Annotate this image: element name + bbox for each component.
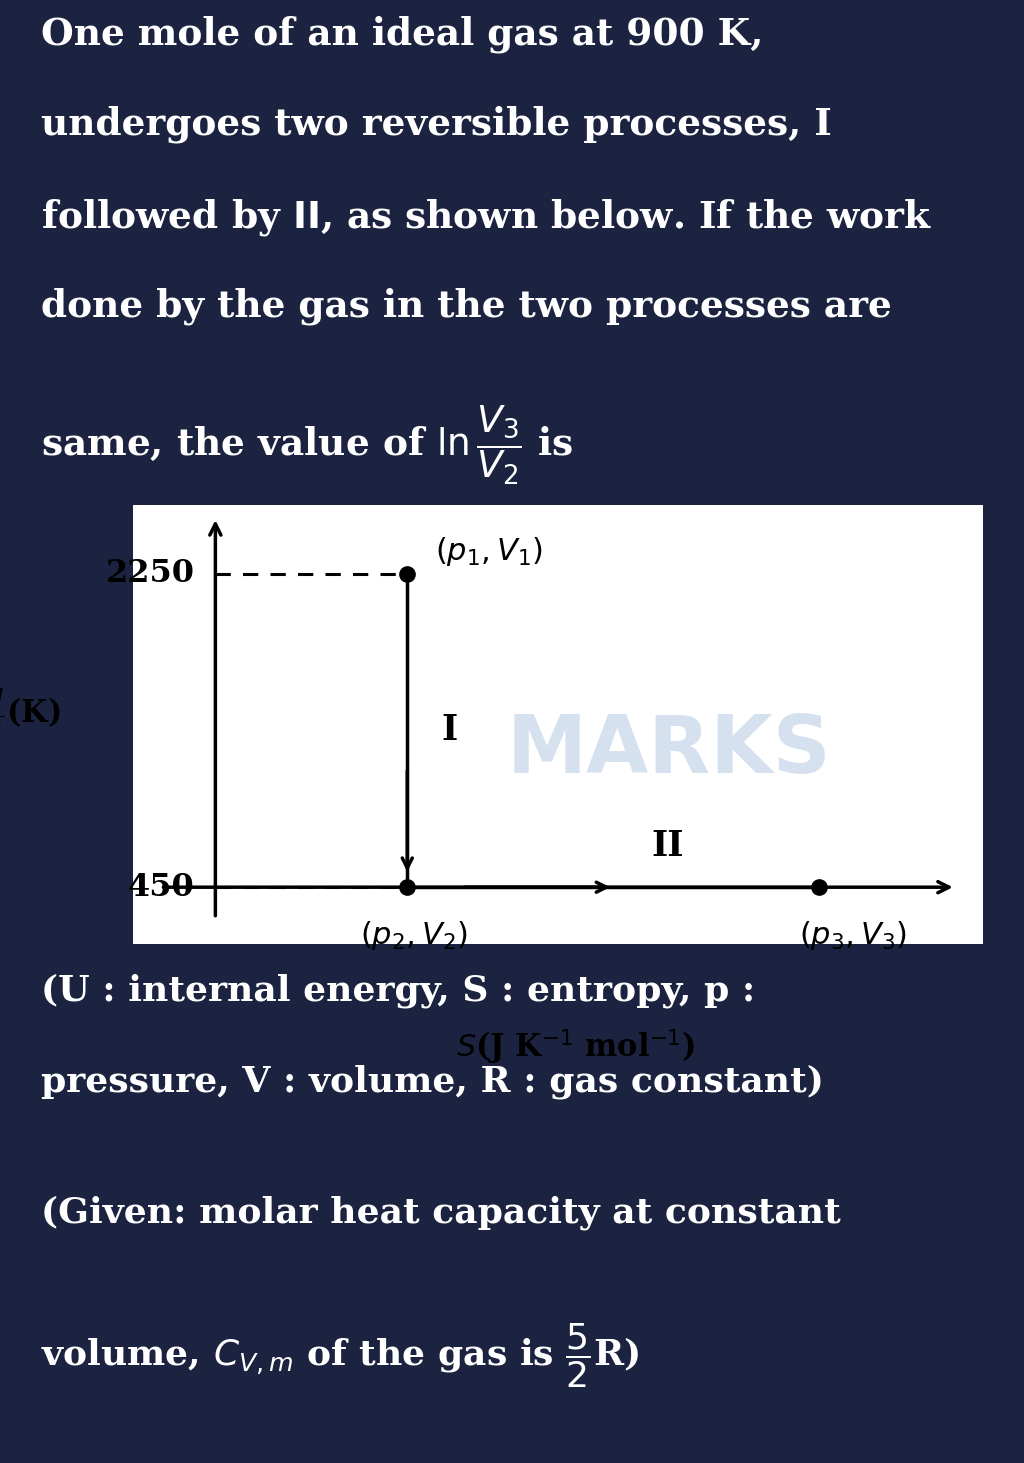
Text: II: II (651, 830, 684, 863)
Text: $\dfrac{U}{R}$(K): $\dfrac{U}{R}$(K) (0, 686, 60, 745)
Text: 450: 450 (128, 872, 195, 903)
Text: $(p_1,V_1)$: $(p_1,V_1)$ (435, 535, 543, 568)
Text: $(p_2,V_2)$: $(p_2,V_2)$ (360, 919, 468, 951)
Text: same, the value of $\mathrm{ln}\,\dfrac{V_3}{V_2}$ is: same, the value of $\mathrm{ln}\,\dfrac{… (41, 404, 573, 487)
Text: followed by $\mathbf{II}$, as shown below. If the work: followed by $\mathbf{II}$, as shown belo… (41, 198, 932, 238)
Text: volume, $C_{V,m}$ of the gas is $\dfrac{5}{2}$R): volume, $C_{V,m}$ of the gas is $\dfrac{… (41, 1321, 639, 1390)
Text: One mole of an ideal gas at 900 K,: One mole of an ideal gas at 900 K, (41, 15, 763, 53)
Text: (U : internal energy, S : entropy, p :: (U : internal energy, S : entropy, p : (41, 973, 756, 1008)
Text: pressure, V : volume, R : gas constant): pressure, V : volume, R : gas constant) (41, 1064, 824, 1099)
Text: MARKS: MARKS (506, 711, 830, 790)
Text: done by the gas in the two processes are: done by the gas in the two processes are (41, 288, 892, 325)
Text: $(p_3,V_3)$: $(p_3,V_3)$ (799, 919, 907, 951)
Text: undergoes two reversible processes, I: undergoes two reversible processes, I (41, 105, 831, 143)
Text: 2250: 2250 (105, 559, 195, 590)
Text: I: I (441, 714, 458, 748)
Text: (Given: molar heat capacity at constant: (Given: molar heat capacity at constant (41, 1195, 841, 1230)
Text: $S$(J K$^{-1}$ mol$^{-1}$): $S$(J K$^{-1}$ mol$^{-1}$) (456, 1027, 694, 1067)
